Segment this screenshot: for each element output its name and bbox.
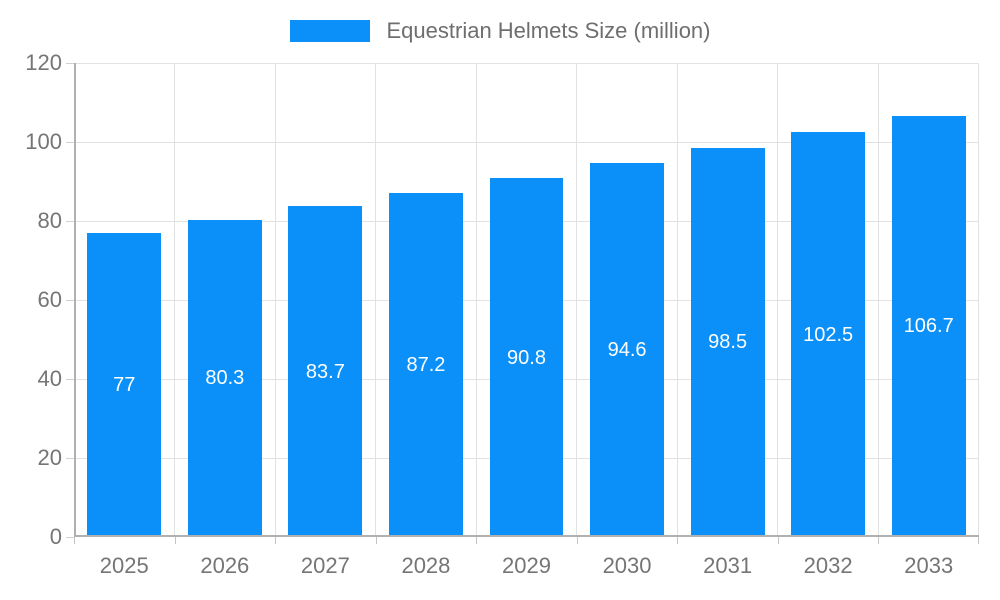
x-axis-label: 2031 (703, 553, 753, 578)
x-axis-label: 2026 (200, 553, 250, 578)
y-axis-tick-label: 20 (37, 445, 62, 470)
bar-value-label: 94.6 (607, 339, 647, 362)
bar-2026: 80.3 (187, 219, 262, 537)
bar-value-label: 77 (113, 373, 136, 396)
y-axis-labels: 0 20 40 60 80 100 120 (0, 50, 62, 549)
bar-value-label: 106.7 (903, 315, 954, 338)
plot-area: 77 80.3 83.7 87.2 90.8 94.6 98.5 102.5 106.7 (66, 63, 979, 544)
bar-2029: 90.8 (489, 178, 564, 537)
gridline-vertical (777, 63, 779, 537)
x-axis-tick (677, 537, 679, 544)
x-axis-label: 2029 (502, 553, 551, 578)
x-axis-tick (978, 537, 979, 544)
x-axis-label: 2027 (300, 553, 350, 578)
y-axis-tick-label: 120 (25, 50, 62, 75)
x-axis-label: 2033 (904, 553, 954, 578)
chart-legend[interactable]: Equestrian Helmets Size (million) (0, 16, 1000, 46)
legend-swatch (289, 20, 370, 42)
y-axis-line (74, 63, 76, 537)
bar-value-label: 80.3 (205, 367, 245, 390)
bar-value-label: 83.7 (305, 360, 345, 383)
x-axis-tick (174, 537, 176, 544)
x-axis-tick (777, 537, 779, 544)
gridline-vertical (676, 63, 678, 537)
y-axis-tick-label: 60 (37, 287, 62, 312)
bar-value-label: 90.8 (507, 346, 546, 369)
bar-2030: 94.6 (590, 163, 664, 537)
y-axis-tick-label: 0 (49, 524, 62, 549)
bar-2031: 98.5 (690, 147, 765, 537)
x-axis-tick (576, 537, 578, 544)
x-axis-tick (74, 537, 75, 544)
y-axis-tick (66, 63, 74, 64)
y-axis-tick (66, 220, 74, 222)
gridline-horizontal (74, 141, 979, 143)
x-axis-tick (476, 537, 478, 544)
x-axis-label: 2025 (99, 553, 149, 578)
y-axis-tick (66, 536, 74, 538)
bar-value-label: 98.5 (708, 331, 748, 354)
gridline-vertical (576, 63, 578, 537)
gridline-vertical (274, 63, 276, 537)
bar-2032: 102.5 (791, 132, 866, 537)
y-axis-tick-label: 80 (37, 208, 62, 233)
gridline-vertical (475, 63, 477, 537)
gridline-horizontal (74, 63, 979, 64)
bar-2025: 77 (87, 232, 162, 537)
gridline-vertical (375, 63, 377, 537)
y-axis-tick (66, 378, 74, 380)
x-axis-label: 2030 (602, 553, 652, 578)
y-axis-tick (66, 457, 74, 459)
y-axis-tick-label: 40 (37, 366, 62, 391)
y-axis-tick (66, 299, 74, 301)
bar-value-label: 102.5 (803, 323, 854, 346)
x-axis-tick (275, 537, 277, 544)
x-axis-line (74, 535, 979, 537)
x-axis-labels: 2025 2026 2027 2028 2029 2030 2031 2032 2033 (74, 552, 979, 582)
bar-2028: 87.2 (388, 192, 463, 537)
bar-value-label: 87.2 (406, 353, 446, 376)
x-axis-label: 2032 (803, 553, 853, 578)
bar-2033: 106.7 (891, 115, 966, 537)
gridline-vertical (174, 63, 176, 537)
legend-label: Equestrian Helmets Size (million) (386, 18, 711, 43)
y-axis-tick (66, 141, 74, 143)
x-axis-tick (375, 537, 377, 544)
x-axis-tick (878, 537, 880, 544)
x-axis-label: 2028 (401, 553, 451, 578)
bar-2027: 83.7 (288, 206, 363, 537)
gridline-vertical (877, 63, 879, 537)
y-axis-tick-label: 100 (25, 129, 62, 154)
